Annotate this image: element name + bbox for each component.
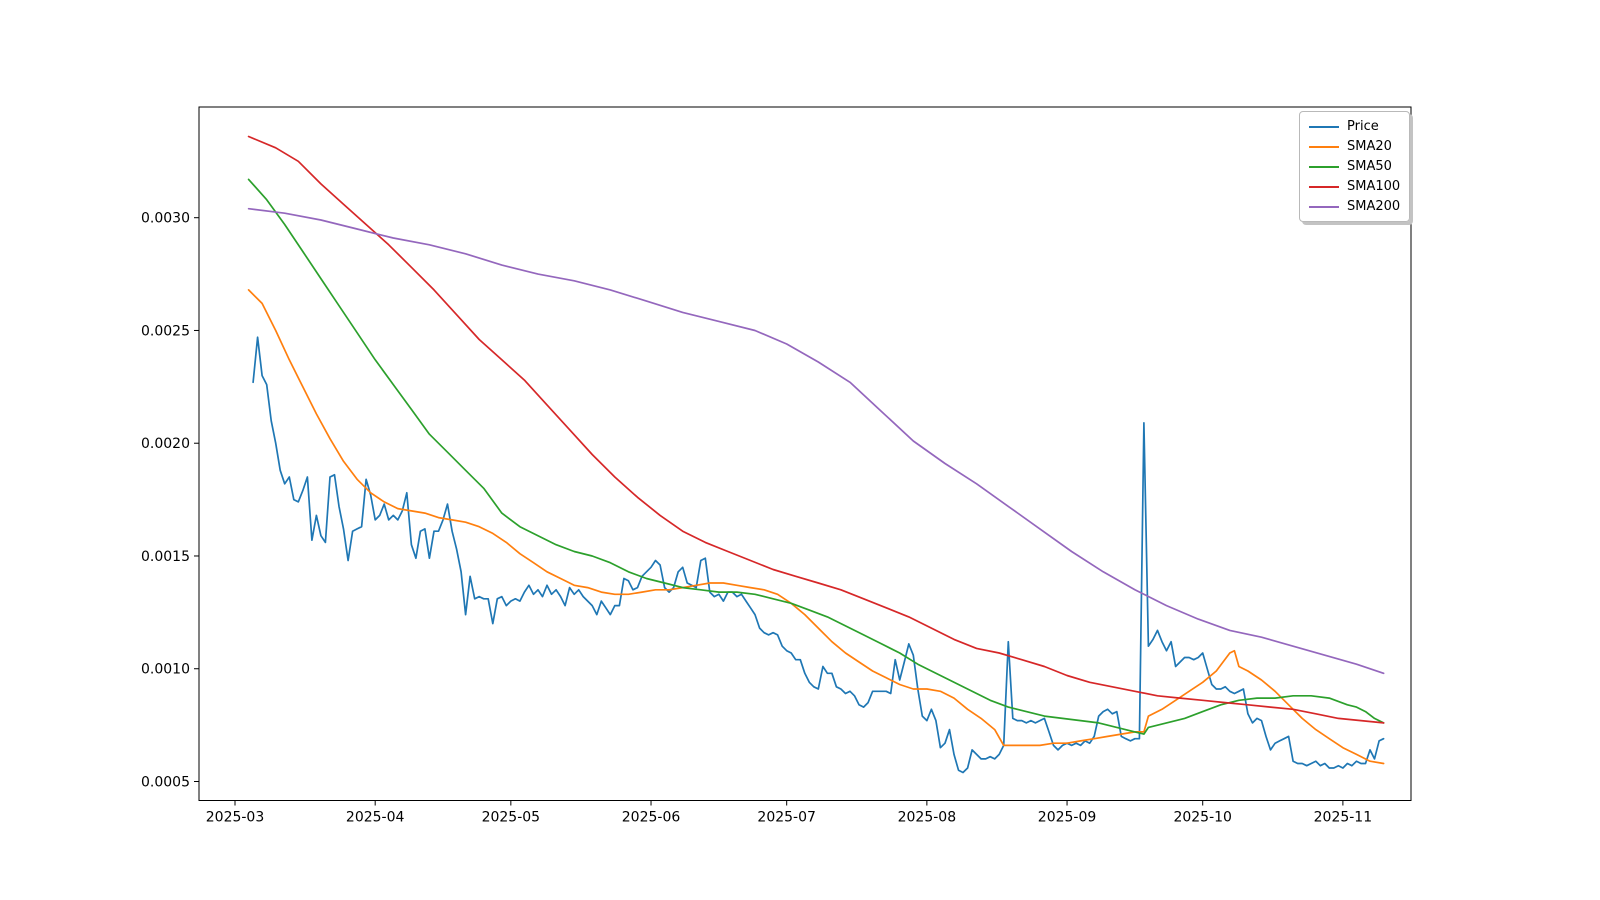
x-axis-tick-label: 2025-07	[757, 810, 816, 826]
sma100-line	[247, 135, 1385, 724]
legend-label: Price	[1347, 119, 1379, 134]
x-axis-tick-label: 2025-04	[346, 810, 405, 826]
x-axis-tick-label: 2025-03	[206, 810, 265, 826]
y-axis-tick-label: 0.0010	[141, 662, 190, 678]
y-axis-tick-label: 0.0025	[141, 323, 190, 339]
price-line	[252, 336, 1385, 774]
legend-entry-sma20: SMA20	[1309, 139, 1400, 154]
x-axis-tick-label: 2025-10	[1173, 810, 1232, 826]
sma200-line	[247, 207, 1385, 675]
legend-label: SMA50	[1347, 159, 1392, 174]
sma20-line	[247, 289, 1385, 765]
plot-area	[199, 107, 1411, 801]
x-axis-tick-label: 2025-09	[1038, 810, 1097, 826]
legend-entry-sma50: SMA50	[1309, 159, 1400, 174]
y-axis-tick-label: 0.0005	[141, 775, 190, 791]
legend-line-swatch	[1309, 165, 1339, 168]
legend-label: SMA100	[1347, 179, 1401, 194]
y-axis-tick-label: 0.0015	[141, 549, 190, 565]
legend-label: SMA20	[1347, 139, 1392, 154]
legend-entry-price: Price	[1309, 119, 1400, 134]
legend-line-swatch	[1309, 125, 1339, 128]
y-axis-tick-label: 0.0030	[141, 211, 190, 227]
y-axis-tick-label: 0.0020	[141, 436, 190, 452]
plot-border	[198, 106, 1412, 801]
chart-legend: Price SMA20 SMA50 SMA100 SMA200	[1299, 111, 1411, 222]
x-axis-tick-label: 2025-06	[622, 810, 681, 826]
legend-label: SMA200	[1347, 199, 1401, 214]
legend-line-swatch	[1309, 205, 1339, 208]
x-axis-tick-label: 2025-11	[1314, 810, 1373, 826]
x-axis-tick-label: 2025-08	[898, 810, 957, 826]
x-axis-tick-label: 2025-05	[482, 810, 541, 826]
legend-entry-sma200: SMA200	[1309, 199, 1400, 214]
legend-entry-sma100: SMA100	[1309, 179, 1400, 194]
legend-line-swatch	[1309, 185, 1339, 188]
legend-line-swatch	[1309, 145, 1339, 148]
sma50-line	[247, 178, 1385, 735]
